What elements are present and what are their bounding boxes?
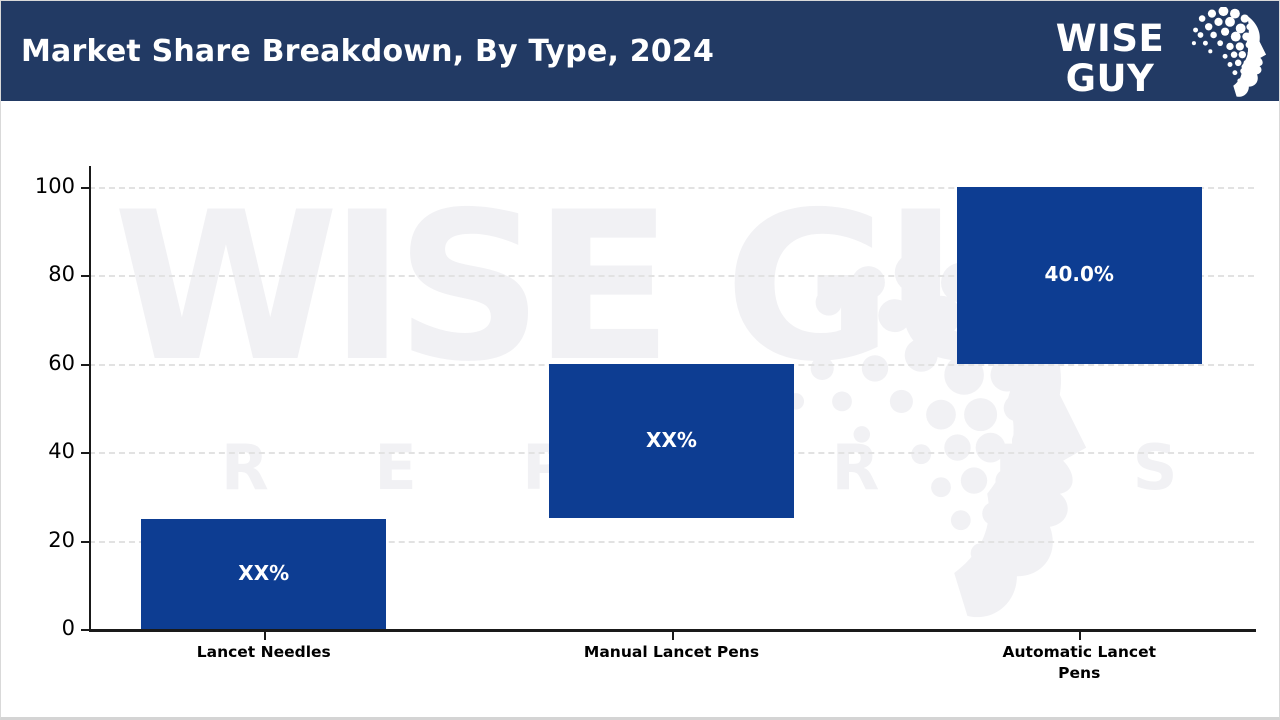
bar-manual-lancet-pens: XX% <box>549 363 794 519</box>
y-tick-label-0: 0 <box>61 616 75 640</box>
chart-area: WISE GUY R E P O R T S 020406080100XX%XX… <box>1 101 1279 717</box>
x-tick-2 <box>1079 632 1082 640</box>
gridline-80 <box>89 275 1254 278</box>
y-tick-100 <box>81 187 89 189</box>
y-tick-0 <box>81 629 89 631</box>
bar-lancet-needles: XX% <box>141 518 387 629</box>
x-category-label-0: Lancet Needles <box>196 643 331 661</box>
y-tick-60 <box>81 363 89 366</box>
logo-wordmark: WISE GUY <box>1055 17 1165 100</box>
y-tick-label-100: 100 <box>34 174 75 198</box>
bar-value-label: XX% <box>646 428 697 453</box>
y-tick-label-80: 80 <box>48 262 75 287</box>
y-tick-label-20: 20 <box>48 527 75 552</box>
y-tick-20 <box>81 540 89 543</box>
y-tick-label-60: 60 <box>48 350 75 375</box>
y-tick-40 <box>81 452 89 455</box>
y-tick-label-40: 40 <box>48 439 75 464</box>
gridline-100 <box>89 187 1254 189</box>
x-category-label-2: Automatic Lancet Pens <box>1002 643 1157 682</box>
bar-value-label: 40.0% <box>1044 262 1114 287</box>
bar-value-label: XX% <box>238 560 290 585</box>
gridline-20 <box>89 540 1254 543</box>
x-category-label-1: Manual Lancet Pens <box>583 643 760 661</box>
y-axis-line <box>89 166 91 631</box>
x-tick-1 <box>671 632 674 640</box>
chart-title: Market Share Breakdown, By Type, 2024 <box>21 33 715 69</box>
y-tick-80 <box>81 275 89 278</box>
x-tick-0 <box>263 632 266 640</box>
bar-automatic-lancet-pens: 40.0% <box>956 187 1202 364</box>
x-axis-line <box>89 629 1256 632</box>
